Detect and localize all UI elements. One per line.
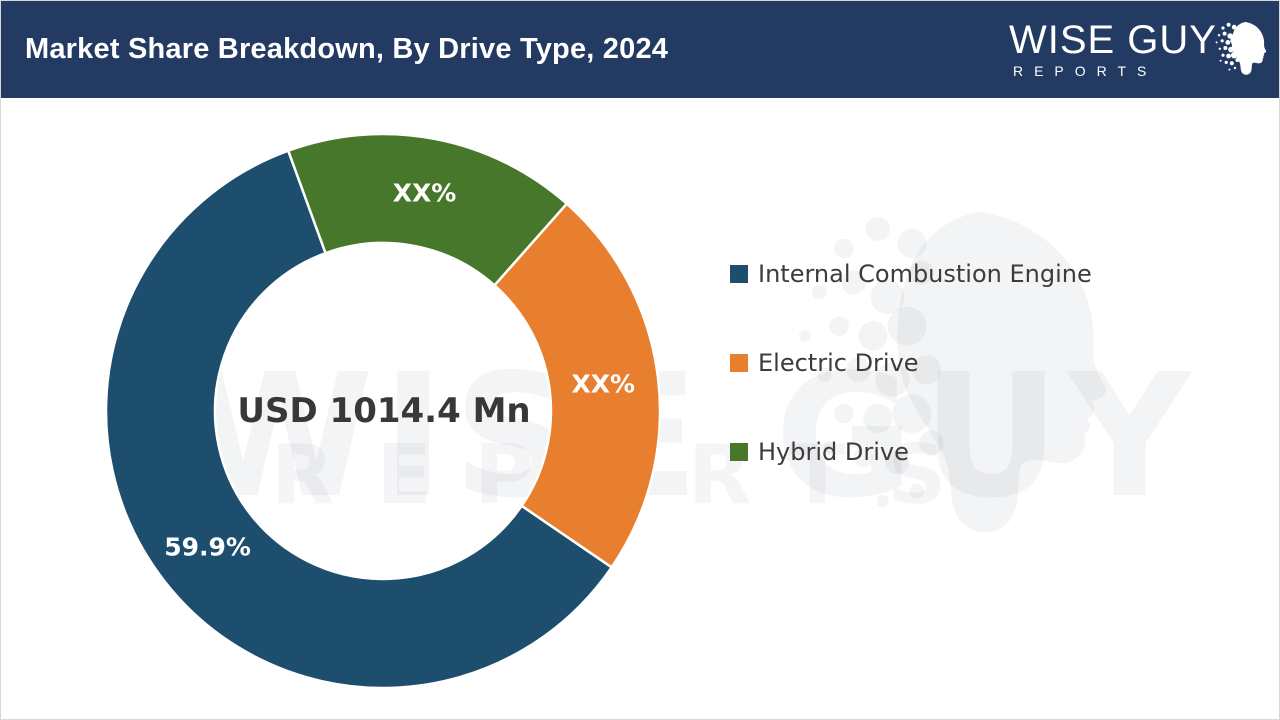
logo-face-icon xyxy=(1211,9,1267,91)
legend: Internal Combustion Engine Electric Drive… xyxy=(730,261,1092,465)
logo-text: WISE GUY REPORTS xyxy=(1009,20,1217,79)
legend-label: Hybrid Drive xyxy=(758,438,909,466)
donut-center-label: USD 1014.4 Mn xyxy=(237,391,531,431)
header-bar: Market Share Breakdown, By Drive Type, 2… xyxy=(1,1,1279,98)
legend-swatch xyxy=(730,265,748,283)
slice-label: 59.9% xyxy=(164,533,251,562)
legend-item: Electric Drive xyxy=(730,350,1092,376)
donut-slice xyxy=(287,132,569,287)
slice-label: XX% xyxy=(393,178,457,207)
donut-slice xyxy=(493,202,662,569)
slice-label: XX% xyxy=(571,369,635,398)
legend-label: Electric Drive xyxy=(758,349,919,377)
donut-slice xyxy=(104,149,613,690)
page-title: Market Share Breakdown, By Drive Type, 2… xyxy=(25,33,669,65)
legend-label: Internal Combustion Engine xyxy=(758,260,1092,288)
logo-wordmark: WISE GUY xyxy=(1008,18,1217,62)
legend-swatch xyxy=(730,443,748,461)
donut-chart: 59.9% XX% XX% xyxy=(104,132,662,690)
legend-item: Hybrid Drive xyxy=(730,439,1092,465)
legend-swatch xyxy=(730,354,748,372)
logo-subtitle: REPORTS xyxy=(1012,63,1158,79)
chart-area: WISE GUY REPORTS 59.9%XX%XX% USD 1014.4 … xyxy=(1,98,1279,719)
wise-guy-logo: WISE GUY REPORTS xyxy=(1009,9,1267,91)
legend-item: Internal Combustion Engine xyxy=(730,261,1092,287)
